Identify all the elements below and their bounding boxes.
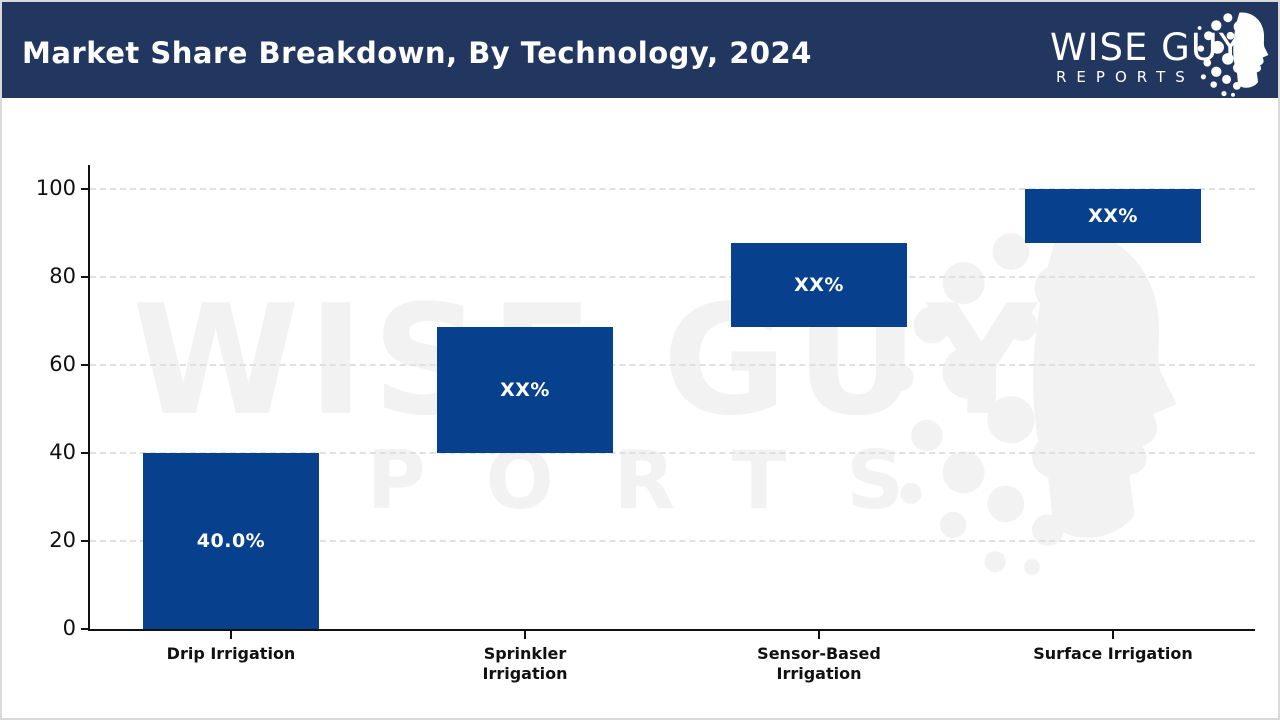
- y-tick-label-0: 0: [62, 616, 76, 640]
- gridline-40: [90, 452, 1255, 454]
- gridline-100: [90, 188, 1255, 190]
- x-category-label-line: Sprinkler: [483, 644, 567, 663]
- x-tick-mark-1: [524, 631, 526, 639]
- y-tick-mark-80: [81, 276, 90, 278]
- x-category-label-line: Irrigation: [482, 664, 568, 683]
- y-tick-mark-40: [81, 452, 90, 454]
- bar-0: 40.0%: [143, 453, 319, 629]
- logo-head-icon: [1197, 12, 1269, 97]
- gridline-80: [90, 276, 1255, 278]
- y-axis-spine: [88, 165, 90, 631]
- y-tick-label-80: 80: [49, 264, 76, 288]
- gridline-60: [90, 364, 1255, 366]
- bar-value-label: XX%: [1088, 204, 1138, 227]
- y-tick-label-100: 100: [35, 176, 76, 200]
- y-tick-label-20: 20: [49, 528, 76, 552]
- bar-1: XX%: [437, 327, 613, 453]
- gridline-20: [90, 540, 1255, 542]
- x-tick-mark-0: [230, 631, 232, 639]
- header: Market Share Breakdown, By Technology, 2…: [2, 2, 1278, 98]
- y-tick-mark-100: [81, 188, 90, 190]
- x-category-label-line: Sensor-Based: [757, 644, 881, 663]
- logo-subtext: REPORTS: [1056, 68, 1195, 86]
- x-category-label-1: Sprinkler Irrigation: [415, 644, 635, 684]
- y-tick-mark-60: [81, 364, 90, 366]
- bar-2: XX%: [731, 242, 907, 328]
- y-tick-mark-0: [81, 628, 90, 630]
- x-category-label-0: Drip Irrigation: [121, 644, 341, 664]
- x-tick-mark-3: [1112, 631, 1114, 639]
- bar-value-label: XX%: [500, 379, 550, 402]
- page-title: Market Share Breakdown, By Technology, 2…: [22, 36, 812, 70]
- x-category-label-3: Surface Irrigation: [1003, 644, 1223, 664]
- x-tick-mark-2: [818, 631, 820, 639]
- wiseguy-logo: WISE GUY REPORTS: [1020, 8, 1270, 97]
- x-axis-spine: [88, 629, 1255, 631]
- x-category-label-line: Surface Irrigation: [1033, 644, 1193, 663]
- x-category-label-2: Sensor-Based Irrigation: [709, 644, 929, 684]
- y-tick-mark-20: [81, 540, 90, 542]
- y-tick-label-40: 40: [49, 440, 76, 464]
- y-tick-label-60: 60: [49, 352, 76, 376]
- x-category-label-line: Drip Irrigation: [166, 644, 296, 663]
- bar-3: XX%: [1025, 189, 1201, 243]
- bar-value-label: XX%: [794, 273, 844, 296]
- bar-value-label: 40.0%: [196, 530, 266, 552]
- x-category-label-line: Irrigation: [776, 664, 862, 683]
